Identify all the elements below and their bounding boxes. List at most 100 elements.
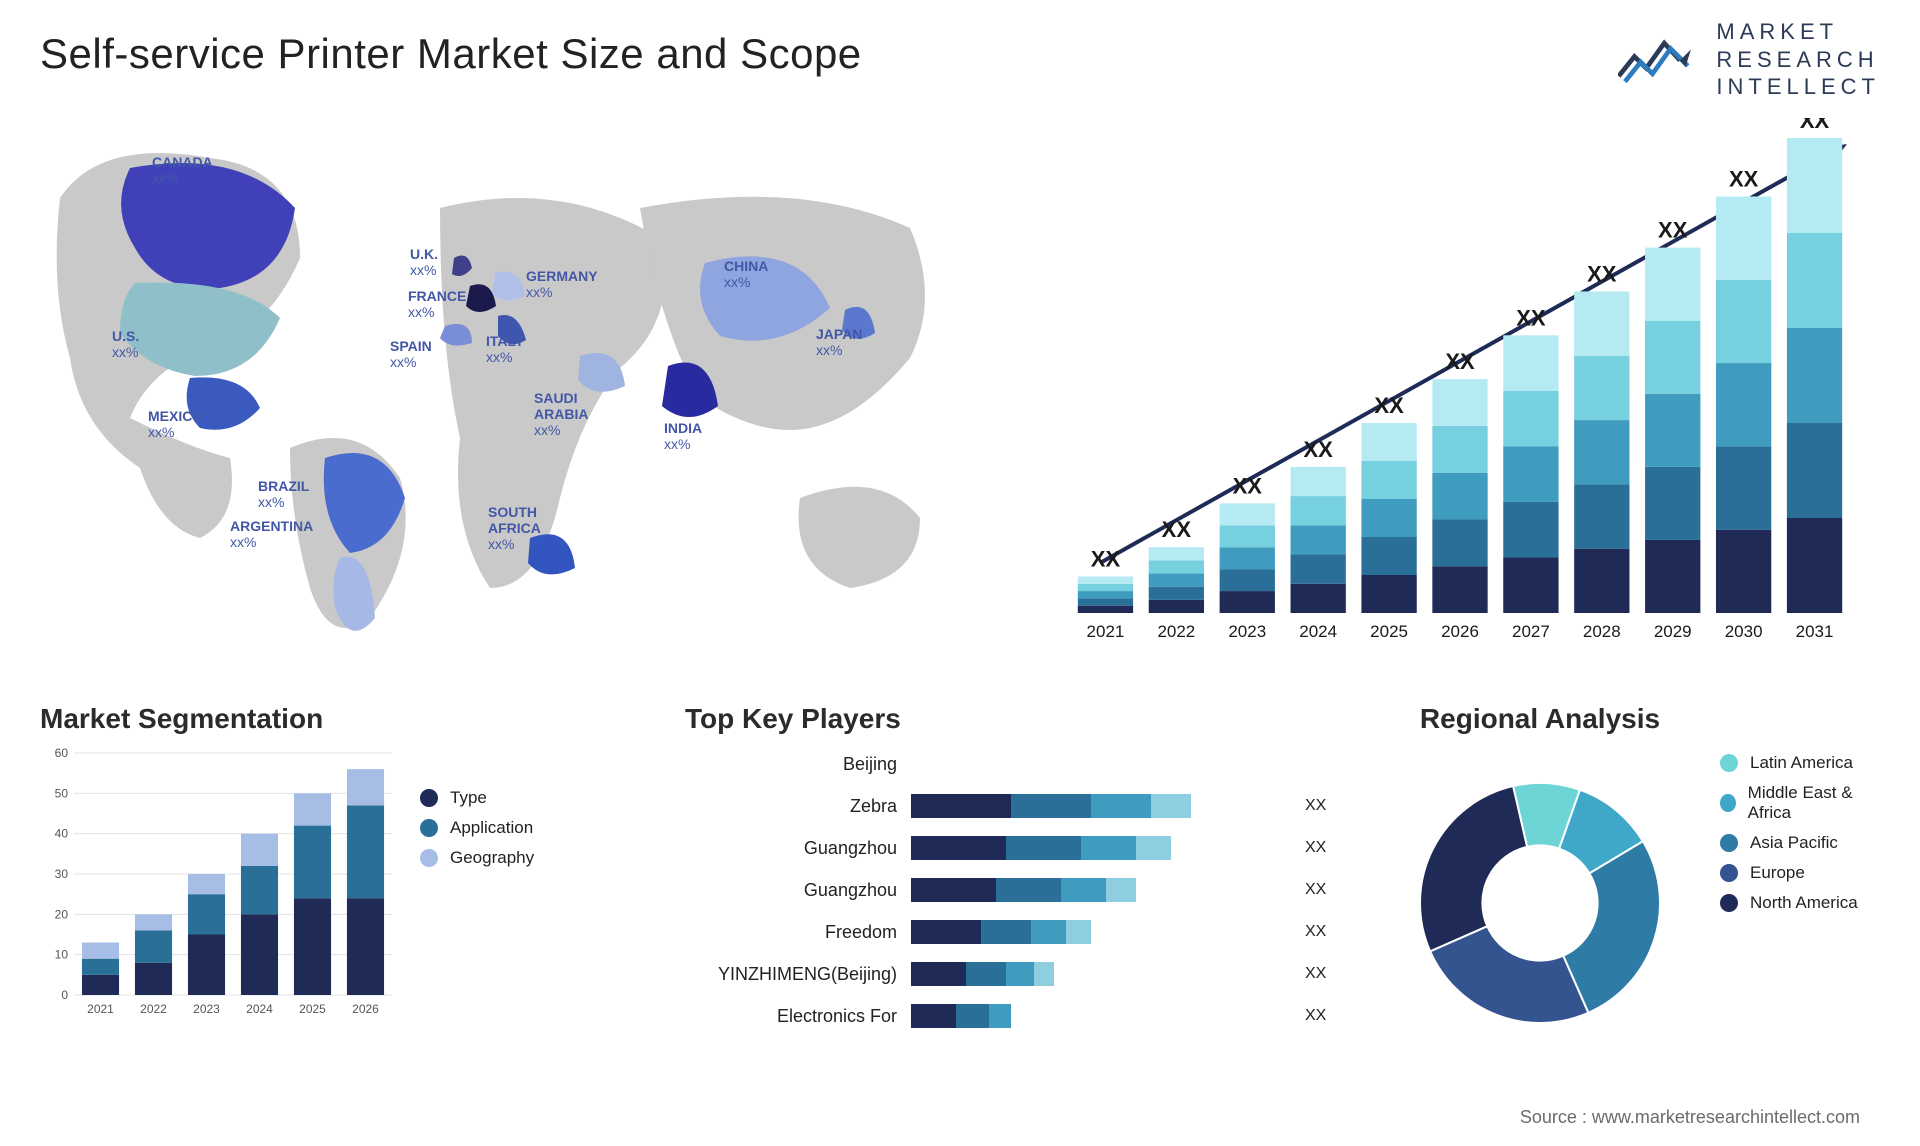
svg-text:2024: 2024: [246, 1002, 273, 1016]
player-value: XX: [1305, 1007, 1345, 1025]
map-label-germany: GERMANYxx%: [526, 268, 598, 300]
player-row: Electronics For XX: [685, 995, 1345, 1037]
region-legend-swatch-icon: [1720, 894, 1738, 912]
svg-text:30: 30: [55, 867, 69, 881]
growth-bar: [1078, 584, 1133, 591]
player-bar-segment: [1091, 794, 1151, 818]
map-label-brazil: BRAZILxx%: [258, 478, 309, 510]
svg-text:60: 60: [55, 746, 69, 760]
player-row: Guangzhou XX: [685, 869, 1345, 911]
growth-year-tick: 2025: [1370, 622, 1408, 641]
growth-year-tick: 2022: [1157, 622, 1195, 641]
region-legend-item: Europe: [1720, 863, 1880, 883]
region-legend-item: Middle East & Africa: [1720, 783, 1880, 823]
growth-year-tick: 2031: [1796, 622, 1834, 641]
growth-bar: [1220, 591, 1275, 613]
player-bar-segment: [911, 920, 981, 944]
map-label-india: INDIAxx%: [664, 420, 702, 452]
player-bar-segment: [911, 794, 1011, 818]
player-bar: [911, 962, 1299, 986]
player-row: GuangzhouXX: [685, 827, 1345, 869]
growth-bar: [1361, 423, 1416, 461]
player-bar-segment: [1066, 920, 1091, 944]
growth-value-label: XX: [1091, 546, 1121, 571]
svg-text:40: 40: [55, 827, 69, 841]
growth-bar: [1220, 547, 1275, 569]
player-value: XX: [1305, 881, 1345, 899]
players-title: Top Key Players: [685, 703, 1345, 735]
growth-bar: [1503, 391, 1558, 447]
growth-bar: [1787, 423, 1842, 518]
map-label-spain: SPAINxx%: [390, 338, 432, 370]
svg-text:50: 50: [55, 786, 69, 800]
world-map: CANADAxx%U.S.xx%MEXICOxx%BRAZILxx%ARGENT…: [40, 118, 1000, 663]
growth-bar: [1220, 569, 1275, 591]
player-bar-segment: [1106, 878, 1136, 902]
growth-bar: [1503, 335, 1558, 391]
player-bar: [911, 1004, 1299, 1028]
map-label-argentina: ARGENTINAxx%: [230, 518, 313, 550]
player-bar-segment: [1006, 836, 1081, 860]
map-label-italy: ITALYxx%: [486, 333, 524, 365]
growth-bar: [1716, 446, 1771, 529]
region-legend-label: Europe: [1750, 863, 1805, 883]
growth-bar: [1291, 496, 1346, 525]
seg-legend-swatch-icon: [420, 789, 438, 807]
growth-value-label: XX: [1587, 261, 1617, 286]
player-name: Electronics For: [685, 1006, 905, 1027]
player-bar-segment: [989, 1004, 1011, 1028]
growth-year-tick: 2030: [1725, 622, 1763, 641]
region-legend-swatch-icon: [1720, 864, 1738, 882]
player-value: XX: [1305, 923, 1345, 941]
player-name: Freedom: [685, 922, 905, 943]
player-bar: [911, 752, 1299, 776]
seg-legend-item: Geography: [420, 848, 534, 868]
growth-bar: [1149, 587, 1204, 600]
growth-bar: [1078, 576, 1133, 583]
growth-value-label: XX: [1658, 218, 1688, 243]
seg-bar: [135, 963, 172, 995]
player-name: Guangzhou: [685, 838, 905, 859]
brand-block: MARKET RESEARCH INTELLECT: [1618, 18, 1880, 101]
svg-text:2025: 2025: [299, 1002, 326, 1016]
regional-title: Regional Analysis: [1390, 703, 1690, 735]
brand-logo-icon: [1618, 29, 1698, 89]
player-bar-segment: [911, 878, 996, 902]
growth-year-tick: 2026: [1441, 622, 1479, 641]
player-bar-segment: [996, 878, 1061, 902]
map-label-south-africa: SOUTHAFRICAxx%: [488, 504, 541, 552]
page-title: Self-service Printer Market Size and Sco…: [40, 30, 1880, 78]
growth-bar: [1149, 600, 1204, 613]
seg-bar: [347, 805, 384, 898]
growth-bar: [1220, 503, 1275, 525]
growth-bar: [1149, 574, 1204, 587]
seg-legend-item: Application: [420, 818, 534, 838]
seg-bar: [241, 914, 278, 995]
map-label-china: CHINAxx%: [724, 258, 768, 290]
growth-year-tick: 2021: [1087, 622, 1125, 641]
player-bar-segment: [1151, 794, 1191, 818]
player-value: XX: [1305, 797, 1345, 815]
growth-year-tick: 2023: [1228, 622, 1266, 641]
region-legend-swatch-icon: [1720, 834, 1738, 852]
players-panel: Top Key Players BeijingZebraXXGuangzhouX…: [685, 703, 1345, 1043]
map-label-u-s-: U.S.xx%: [112, 328, 139, 360]
growth-bar: [1574, 420, 1629, 484]
svg-text:2022: 2022: [140, 1002, 167, 1016]
map-label-japan: JAPANxx%: [816, 326, 862, 358]
growth-bar: [1645, 248, 1700, 321]
seg-bar: [188, 874, 225, 894]
region-legend-swatch-icon: [1720, 794, 1736, 812]
growth-bar: [1078, 598, 1133, 605]
seg-legend-item: Type: [420, 788, 534, 808]
player-name: Guangzhou: [685, 880, 905, 901]
growth-value-label: XX: [1800, 118, 1830, 133]
player-value: XX: [1305, 965, 1345, 983]
map-label-canada: CANADAxx%: [152, 154, 213, 186]
regional-panel: Regional Analysis Latin America Middle Ea…: [1390, 703, 1880, 1043]
growth-bar: [1574, 356, 1629, 420]
region-legend-item: Latin America: [1720, 753, 1880, 773]
seg-bar: [135, 930, 172, 962]
region-legend-item: North America: [1720, 893, 1880, 913]
player-bar: [911, 794, 1299, 818]
